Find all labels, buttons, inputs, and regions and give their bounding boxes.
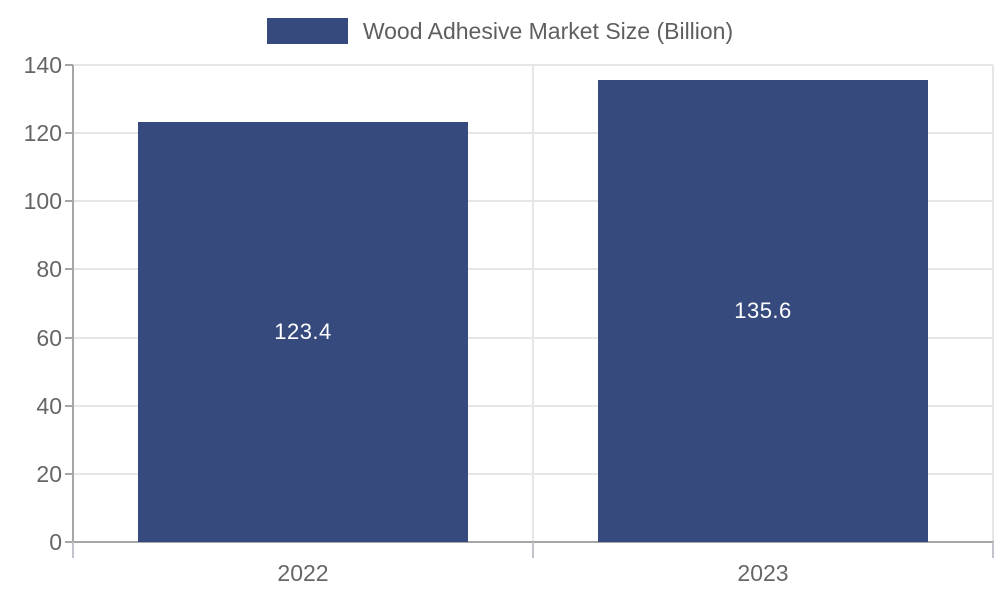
y-axis-tick [65, 268, 73, 270]
y-tick-label: 140 [23, 52, 62, 78]
x-tick-label-2022: 2022 [277, 560, 329, 586]
y-axis-tick [65, 64, 73, 66]
y-axis-tick [65, 473, 73, 475]
y-tick-label: 60 [36, 325, 62, 351]
x-axis-tick [532, 542, 534, 558]
y-tick-label: 80 [36, 256, 62, 282]
y-axis-tick [65, 200, 73, 202]
y-axis-tick [65, 132, 73, 134]
gridline-vertical [992, 65, 994, 542]
y-axis-tick [65, 541, 73, 543]
y-tick-label: 120 [23, 120, 62, 146]
bar-value-label-2023: 135.6 [734, 298, 792, 323]
y-tick-label: 20 [36, 461, 62, 487]
x-axis-tick [72, 542, 74, 558]
bar-2022: 123.4 [138, 122, 468, 542]
y-tick-label: 40 [36, 393, 62, 419]
gridline-vertical [532, 65, 534, 542]
y-axis-line [72, 65, 74, 542]
y-axis-tick [65, 405, 73, 407]
y-tick-label: 100 [23, 188, 62, 214]
x-axis-tick [992, 542, 994, 558]
x-tick-label-2023: 2023 [737, 560, 789, 586]
y-tick-label: 0 [49, 529, 62, 555]
bar-2023: 135.6 [598, 80, 928, 542]
y-axis-tick [65, 337, 73, 339]
bar-value-label-2022: 123.4 [274, 319, 332, 344]
